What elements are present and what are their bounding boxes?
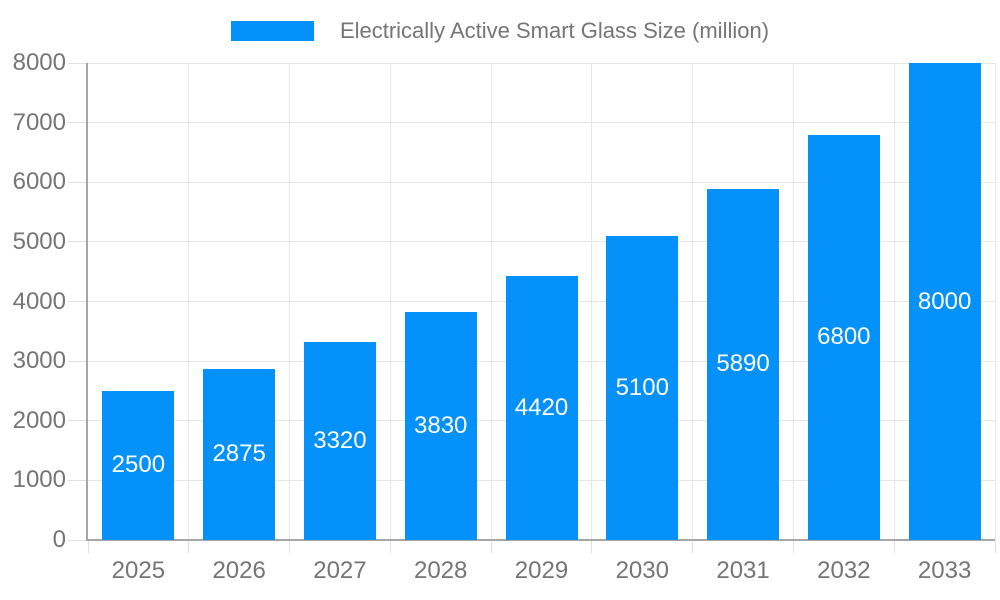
y-tick: [68, 241, 88, 243]
y-gridline: [88, 181, 995, 183]
x-tick: [289, 541, 291, 553]
y-tick: [68, 360, 88, 362]
bar[interactable]: [203, 368, 276, 540]
x-gridline: [289, 63, 291, 540]
chart-title: Electrically Active Smart Glass Size (mi…: [339, 18, 770, 43]
y-axis-label: 8000: [12, 49, 66, 76]
bar[interactable]: [505, 276, 578, 540]
y-axis-label: 4000: [12, 287, 66, 315]
bar[interactable]: [807, 134, 880, 540]
x-tick: [87, 541, 89, 553]
y-tick: [68, 420, 88, 422]
y-tick: [68, 122, 88, 124]
bar-value-label: 4420: [514, 394, 569, 422]
y-gridline: [88, 62, 995, 64]
y-gridline: [88, 122, 995, 124]
bar-value-label: 3320: [313, 427, 367, 455]
bar-value-label: 2500: [111, 451, 166, 479]
bar[interactable]: [404, 311, 477, 540]
legend[interactable]: Electrically Active Smart Glass Size (mi…: [0, 14, 1000, 48]
bar[interactable]: [102, 390, 175, 540]
x-tick: [692, 541, 694, 553]
y-tick: [68, 181, 88, 183]
x-axis-line: [86, 539, 995, 541]
x-tick: [188, 541, 190, 553]
x-tick: [994, 541, 996, 553]
x-axis-label: 2031: [716, 557, 770, 584]
x-axis-label: 2026: [212, 557, 266, 584]
x-tick: [792, 541, 794, 553]
x-gridline: [893, 63, 895, 540]
x-axis-label: 2033: [917, 557, 972, 584]
y-axis-label: 2000: [12, 406, 66, 434]
x-tick: [490, 541, 492, 553]
legend-swatch: [230, 21, 314, 41]
x-gridline: [188, 63, 190, 540]
y-axis-label: 7000: [12, 108, 66, 136]
x-tick: [591, 541, 593, 553]
y-axis-label: 0: [52, 526, 66, 553]
bar-value-label: 3830: [414, 411, 468, 439]
y-axis-label: 5000: [12, 227, 66, 255]
y-axis-label: 1000: [12, 466, 66, 494]
bar-value-label: 8000: [917, 287, 972, 315]
y-tick: [68, 479, 88, 481]
bar[interactable]: [303, 342, 376, 540]
bar-value-label: 5100: [615, 373, 669, 401]
x-gridline: [490, 63, 492, 540]
y-gridline: [88, 241, 995, 243]
x-axis-label: 2029: [514, 557, 569, 584]
bar-value-label: 2875: [212, 440, 266, 468]
x-tick: [893, 541, 895, 553]
bar[interactable]: [606, 235, 679, 540]
y-tick: [68, 62, 88, 64]
y-axis-label: 6000: [12, 168, 66, 196]
bar[interactable]: [908, 63, 981, 540]
x-tick: [389, 541, 391, 553]
x-gridline: [792, 63, 794, 540]
x-axis-label: 2032: [817, 557, 871, 584]
y-axis-label: 3000: [12, 347, 66, 375]
x-axis-label: 2027: [313, 557, 367, 584]
x-gridline: [692, 63, 694, 540]
x-axis-label: 2028: [414, 557, 468, 584]
x-gridline: [389, 63, 391, 540]
bar[interactable]: [707, 188, 780, 540]
x-gridline: [994, 63, 996, 540]
y-axis-line: [86, 63, 88, 540]
x-gridline: [591, 63, 593, 540]
y-tick: [68, 539, 88, 541]
x-axis-label: 2030: [615, 557, 669, 584]
x-axis-label: 2025: [111, 557, 166, 584]
bar-value-label: 5890: [716, 350, 770, 378]
y-tick: [68, 301, 88, 302]
bar-value-label: 6800: [817, 323, 871, 351]
